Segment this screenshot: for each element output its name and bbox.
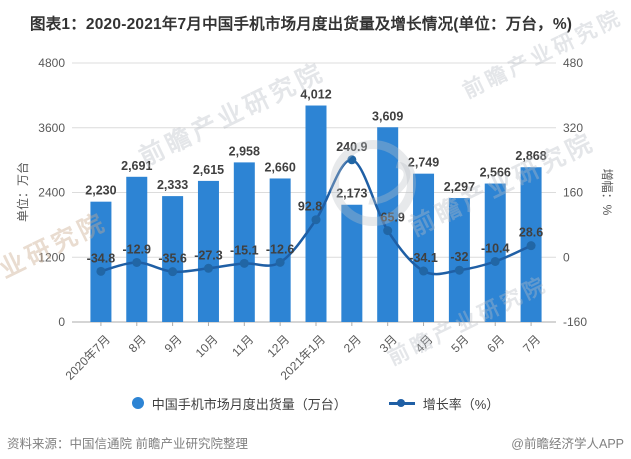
line-value-label: 92.8 xyxy=(298,200,322,214)
legend-label-shipments: 中国手机市场月度出货量（万台） xyxy=(151,396,347,412)
x-axis-label: 8月 xyxy=(126,332,149,355)
legend-item-shipments: 中国手机市场月度出货量（万台） xyxy=(131,394,347,413)
line-marker xyxy=(383,226,393,236)
bar xyxy=(162,196,184,322)
bar-value-label: 2,660 xyxy=(265,160,296,174)
bar-series-swatch-icon xyxy=(131,397,144,409)
line-marker xyxy=(239,258,249,268)
bar xyxy=(269,178,291,322)
bar-value-label: 2,230 xyxy=(85,184,116,198)
line-marker xyxy=(454,265,464,275)
x-axis-label: 7月 xyxy=(520,332,543,355)
line-value-label: -32 xyxy=(450,250,468,264)
line-value-label: -15.1 xyxy=(230,243,259,257)
bar-value-label: 2,958 xyxy=(229,144,260,158)
line-marker xyxy=(203,263,213,273)
x-axis-label: 11月 xyxy=(229,332,256,359)
x-axis-label: 12月 xyxy=(264,332,292,360)
line-value-label: -27.3 xyxy=(194,248,223,262)
credit-note: @前瞻经济学人APP xyxy=(511,437,624,451)
line-value-label: -34.8 xyxy=(87,251,116,265)
right-axis-tick-label: 160 xyxy=(563,186,583,200)
right-axis-tick-label: 0 xyxy=(563,250,570,264)
line-value-label: -12.6 xyxy=(266,242,295,256)
line-marker xyxy=(347,155,357,165)
bar xyxy=(197,180,219,322)
bar-value-label: 3,609 xyxy=(372,109,403,123)
legend: 中国手机市场月度出货量（万台） 增长率（%） xyxy=(0,391,631,415)
left-axis-tick-label: 0 xyxy=(58,315,65,329)
line-value-label: -12.9 xyxy=(123,242,152,256)
bar xyxy=(90,201,112,322)
line-series-swatch-icon xyxy=(388,397,415,409)
line-value-label: 28.6 xyxy=(519,226,543,240)
left-axis-tick-label: 2400 xyxy=(38,186,65,200)
bar xyxy=(377,127,399,322)
bar-value-label: 2,566 xyxy=(480,166,511,180)
line-marker xyxy=(490,256,500,266)
left-axis-title: 单位：万台 xyxy=(15,162,30,222)
bar xyxy=(341,204,363,322)
line-marker xyxy=(526,241,536,251)
left-axis-tick-label: 4800 xyxy=(38,56,65,70)
legend-item-growth: 增长率（%） xyxy=(388,394,500,413)
x-axis-label: 9月 xyxy=(162,332,185,355)
footer: 资料来源：中国信通院 前瞻产业研究院整理 @前瞻经济学人APP xyxy=(0,433,631,452)
left-axis-tick-label: 3600 xyxy=(38,121,65,135)
line-value-label: -35.6 xyxy=(158,252,187,266)
line-value-label: 65.9 xyxy=(381,211,405,225)
x-axis-label: 10月 xyxy=(193,332,221,360)
x-axis-label: 6月 xyxy=(484,332,507,355)
right-axis-tick-label: 480 xyxy=(563,56,583,70)
x-axis-label: 2020年7月 xyxy=(63,332,113,382)
bar-value-label: 4,012 xyxy=(300,88,331,102)
bar xyxy=(448,198,470,322)
bar-value-label: 2,297 xyxy=(444,180,475,194)
line-marker xyxy=(132,257,142,267)
chart-canvas: 0 1200 2400 3600 4800 -160 0 160 320 480 单位：万台 增幅：%… xyxy=(15,56,615,383)
line-marker xyxy=(419,266,429,276)
right-axis-tick-label: -160 xyxy=(563,315,587,329)
line-marker xyxy=(275,257,285,267)
x-axis-label: 4月 xyxy=(413,332,436,355)
bar-value-label: 2,691 xyxy=(121,159,152,173)
bar-value-label: 2,868 xyxy=(515,149,546,163)
bar-value-label: 2,615 xyxy=(193,163,224,177)
bar xyxy=(126,176,148,322)
line-value-label: -34.1 xyxy=(409,251,438,265)
chart-title: 图表1：2020-2021年7月中国手机市场月度出货量及增长情况(单位：万台，%… xyxy=(30,16,573,33)
line-marker xyxy=(311,215,321,225)
x-axis-label: 2月 xyxy=(341,332,364,355)
bar xyxy=(484,183,506,322)
line-marker xyxy=(96,266,106,276)
bar-value-label: 2,333 xyxy=(157,178,188,192)
source-note: 资料来源：中国信通院 前瞻产业研究院整理 xyxy=(7,437,248,451)
right-axis-title: 增幅：% xyxy=(600,169,615,216)
legend-label-growth: 增长率（%） xyxy=(422,396,500,412)
bar-value-label: 2,173 xyxy=(336,187,367,201)
line-value-label: -10.4 xyxy=(481,241,510,255)
bar-value-label: 2,749 xyxy=(408,156,439,170)
line-marker xyxy=(168,267,178,277)
line-value-label: 240.9 xyxy=(336,140,367,154)
left-axis-tick-label: 1200 xyxy=(38,250,65,264)
x-axis-label: 3月 xyxy=(377,332,400,355)
bar xyxy=(305,105,327,322)
bar xyxy=(233,162,255,322)
right-axis-tick-label: 320 xyxy=(563,121,583,135)
x-axis-label: 5月 xyxy=(448,332,471,355)
bar xyxy=(413,173,435,322)
